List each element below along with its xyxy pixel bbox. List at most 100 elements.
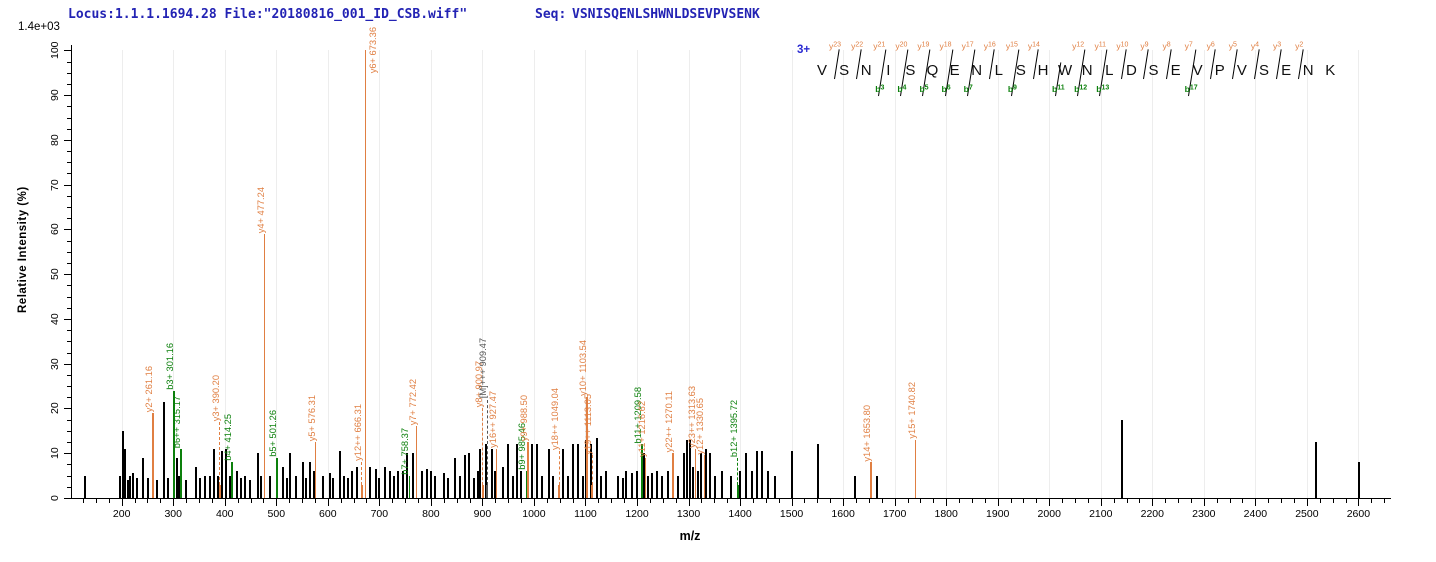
spectrum-peak bbox=[713, 475, 716, 498]
ion-number: 20 bbox=[899, 41, 908, 49]
gridline bbox=[1255, 50, 1257, 498]
ion-peak-line bbox=[527, 442, 529, 498]
gridline bbox=[843, 50, 845, 498]
x-minor-tick bbox=[714, 499, 716, 503]
y-major-tick bbox=[64, 318, 71, 320]
x-major-tick bbox=[1100, 499, 1102, 506]
ion-letter: y bbox=[829, 41, 834, 51]
spectrum-peak bbox=[312, 471, 315, 498]
x-major-tick bbox=[1152, 499, 1154, 506]
ion-peak-line bbox=[914, 439, 917, 498]
y-ion-ladder-label: y23 bbox=[825, 41, 845, 51]
ion-dashed-line bbox=[219, 421, 221, 485]
x-minor-tick bbox=[1165, 499, 1167, 503]
ion-letter: y bbox=[1094, 41, 1099, 51]
gridline bbox=[1100, 50, 1102, 498]
spectrum-peak bbox=[589, 444, 592, 498]
x-major-tick bbox=[224, 499, 226, 506]
gridline bbox=[276, 50, 278, 498]
x-minor-tick bbox=[83, 499, 85, 503]
ion-number: 14 bbox=[1032, 41, 1040, 49]
y-ion-ladder-label: y9 bbox=[1134, 41, 1154, 51]
spectrum-peak bbox=[479, 448, 482, 498]
spectrum-peak bbox=[721, 471, 724, 498]
spectrum-peak bbox=[697, 471, 700, 498]
spectrum-peak bbox=[739, 471, 742, 498]
spectrum-peak bbox=[146, 477, 149, 498]
ion-peak-line bbox=[644, 457, 647, 498]
x-minor-tick bbox=[417, 499, 419, 503]
spectrum-peak bbox=[876, 475, 879, 498]
y-major-tick bbox=[64, 229, 71, 231]
sequence-residue: S bbox=[905, 62, 916, 79]
x-major-tick bbox=[379, 499, 381, 506]
spectrum-peak bbox=[540, 475, 543, 498]
spectrum-peak bbox=[502, 466, 505, 498]
ion-number: 6 bbox=[1210, 41, 1215, 49]
x-minor-tick bbox=[456, 499, 458, 503]
spectrum-peak bbox=[285, 477, 288, 498]
y-ion-ladder-label: y4 bbox=[1245, 41, 1265, 51]
spectrum-peak bbox=[185, 480, 188, 498]
sequence-residue: N bbox=[1302, 62, 1314, 79]
x-major-tick bbox=[843, 499, 845, 506]
y-minor-tick bbox=[67, 486, 71, 488]
spectrum-peak bbox=[642, 453, 645, 498]
x-minor-tick bbox=[392, 499, 394, 503]
x-major-tick bbox=[997, 499, 999, 506]
x-tick-label: 900 bbox=[473, 508, 492, 520]
sequence-residue: P bbox=[1214, 62, 1225, 79]
x-minor-tick bbox=[1036, 499, 1038, 503]
y-minor-tick bbox=[67, 106, 71, 108]
x-minor-tick bbox=[701, 499, 703, 503]
x-minor-tick bbox=[237, 499, 239, 503]
spectrum-peak bbox=[167, 477, 170, 498]
y-ion-ladder-label: y10 bbox=[1112, 41, 1132, 51]
ion-letter: b bbox=[875, 84, 881, 94]
x-minor-tick bbox=[1216, 499, 1218, 503]
x-minor-tick bbox=[95, 499, 97, 503]
y-minor-tick bbox=[67, 263, 71, 264]
x-major-tick bbox=[637, 499, 638, 506]
sequence-residue: E bbox=[949, 62, 960, 79]
y-major-tick bbox=[64, 408, 71, 410]
spectrum-peak bbox=[605, 471, 608, 498]
spectrum-peak bbox=[621, 477, 624, 498]
x-major-tick bbox=[533, 499, 535, 506]
gridline bbox=[533, 50, 535, 498]
x-minor-tick bbox=[1087, 499, 1089, 503]
ion-letter: y bbox=[961, 41, 966, 51]
y-minor-tick bbox=[67, 128, 71, 130]
x-minor-tick bbox=[1242, 499, 1244, 503]
x-major-tick bbox=[1203, 499, 1205, 506]
ion-number: 4 bbox=[902, 84, 907, 92]
x-major-tick bbox=[1049, 499, 1051, 506]
sequence-residue: Q bbox=[926, 62, 939, 79]
b-ion-ladder-label: b13 bbox=[1096, 84, 1118, 94]
ion-number: 7 bbox=[968, 84, 973, 92]
x-tick-label: 2000 bbox=[1037, 508, 1061, 520]
spectrum-peak bbox=[243, 475, 246, 498]
gridline bbox=[379, 50, 381, 498]
x-tick-label: 600 bbox=[319, 508, 337, 520]
x-tick-label: 800 bbox=[422, 508, 440, 520]
x-tick-label: 2500 bbox=[1295, 508, 1319, 520]
ion-number: 23 bbox=[833, 41, 842, 49]
x-tick-label: 1700 bbox=[882, 508, 907, 520]
spectrum-peak bbox=[520, 471, 523, 498]
x-minor-tick bbox=[817, 499, 819, 503]
ion-peak-stub bbox=[218, 484, 221, 498]
ion-peak-stub bbox=[361, 484, 363, 498]
ion-letter: y bbox=[873, 41, 878, 51]
x-minor-tick bbox=[1281, 499, 1283, 503]
spectrum-peak bbox=[515, 444, 518, 498]
ion-peak-line bbox=[231, 462, 233, 498]
y-major-tick bbox=[64, 184, 71, 186]
sequence-residue: N bbox=[1081, 62, 1093, 79]
spectrum-peak bbox=[155, 480, 158, 498]
x-minor-tick bbox=[1384, 499, 1386, 503]
x-minor-tick bbox=[804, 499, 806, 503]
spectrum-peak bbox=[342, 475, 345, 498]
y-ion-ladder-label: y3 bbox=[1267, 41, 1287, 51]
spectrum-peak bbox=[552, 475, 554, 498]
